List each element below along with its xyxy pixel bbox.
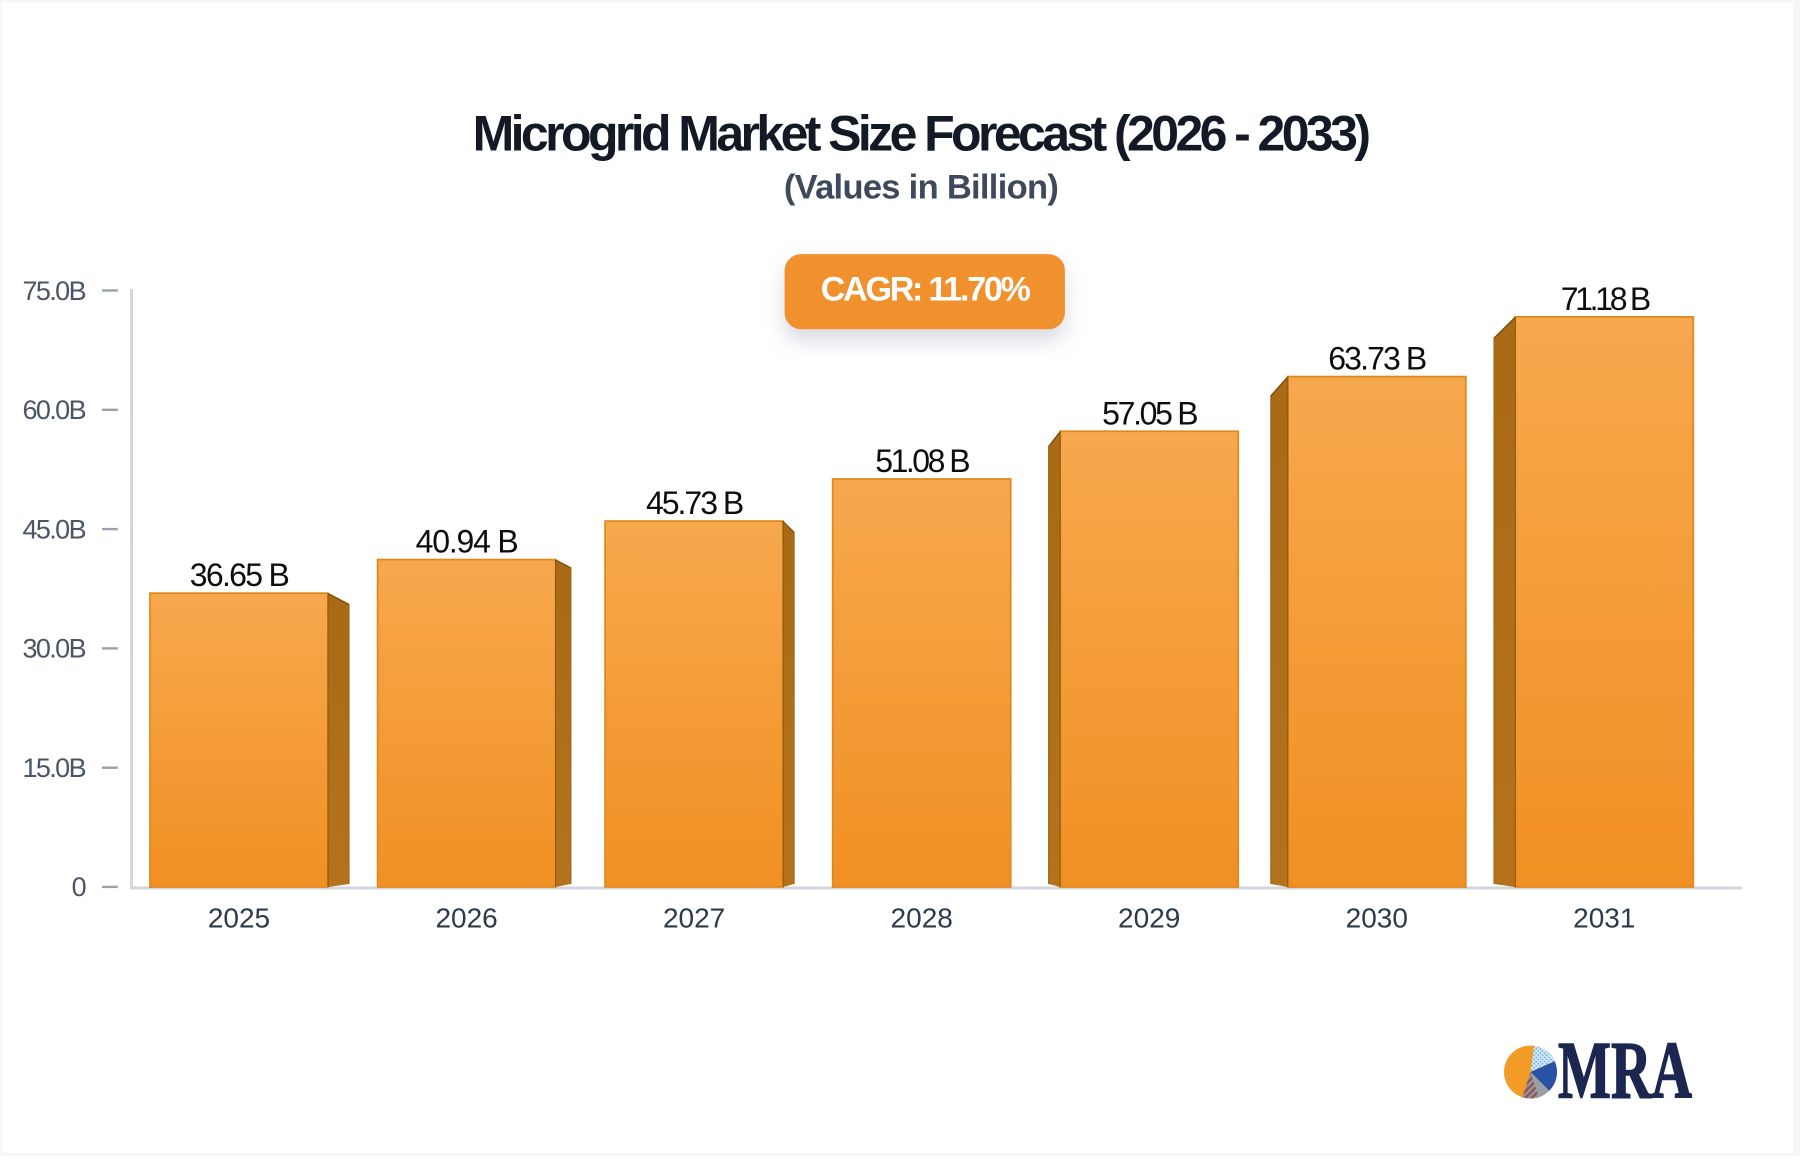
svg-text:2026: 2026 xyxy=(435,903,497,934)
svg-text:51.08 B: 51.08 B xyxy=(875,443,969,479)
svg-text:(Values in Billion): (Values in Billion) xyxy=(784,169,1058,207)
svg-text:2029: 2029 xyxy=(1118,903,1180,934)
svg-text:Microgrid Market Size Forecast: Microgrid Market Size Forecast (2026 - 2… xyxy=(473,106,1370,162)
svg-text:0: 0 xyxy=(72,872,86,902)
svg-text:57.05 B: 57.05 B xyxy=(1102,395,1197,431)
svg-text:2028: 2028 xyxy=(891,903,953,934)
svg-text:CAGR: 11.70%: CAGR: 11.70% xyxy=(821,271,1031,309)
svg-text:2030: 2030 xyxy=(1346,903,1408,934)
svg-text:75.0B: 75.0B xyxy=(22,276,85,306)
svg-text:2025: 2025 xyxy=(208,903,270,934)
svg-text:40.94 B: 40.94 B xyxy=(416,524,518,560)
svg-text:63.73 B: 63.73 B xyxy=(1328,341,1426,377)
svg-text:2031: 2031 xyxy=(1573,903,1635,934)
svg-text:MRA: MRA xyxy=(1558,1025,1692,1116)
svg-text:2027: 2027 xyxy=(663,903,725,934)
svg-text:45.73 B: 45.73 B xyxy=(646,485,743,521)
svg-text:36.65 B: 36.65 B xyxy=(190,557,289,593)
svg-text:60.0B: 60.0B xyxy=(22,395,85,425)
svg-text:30.0B: 30.0B xyxy=(22,634,85,664)
svg-text:15.0B: 15.0B xyxy=(22,753,85,783)
svg-text:45.0B: 45.0B xyxy=(22,514,85,544)
svg-text:71.18 B: 71.18 B xyxy=(1561,281,1650,317)
